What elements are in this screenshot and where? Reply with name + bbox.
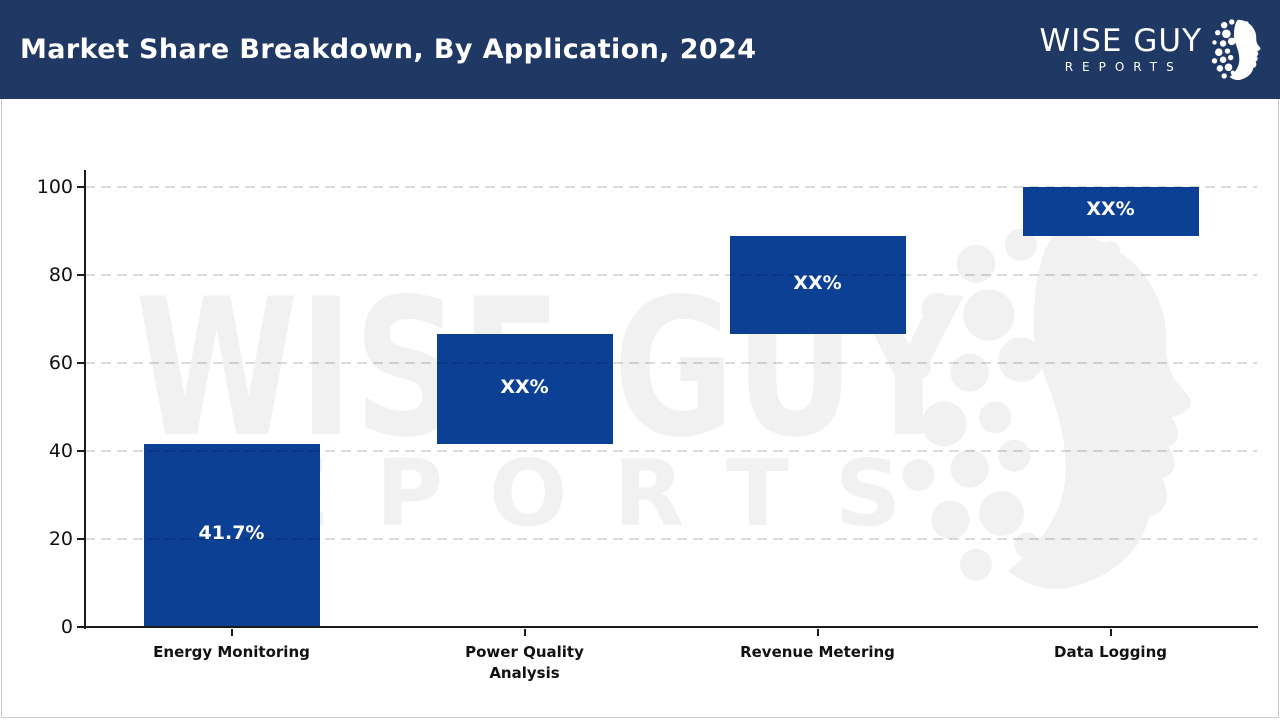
bar-revenue-metering bbox=[729, 235, 906, 334]
x-axis bbox=[84, 626, 1258, 628]
gridline-60 bbox=[85, 362, 1257, 364]
bar-energy-monitoring bbox=[143, 443, 320, 627]
bar-power-quality-analysis bbox=[436, 333, 613, 444]
x-tick bbox=[816, 629, 819, 636]
x-category-label: Revenue Metering bbox=[740, 643, 895, 661]
x-category-label: Energy Monitoring bbox=[153, 643, 310, 661]
bar-data-logging bbox=[1022, 187, 1199, 236]
logo-subtext: REPORTS bbox=[1064, 60, 1183, 74]
y-tick-label: 40 bbox=[48, 440, 73, 462]
dotted-face-profile-icon bbox=[1211, 18, 1261, 80]
bar-value-label: 41.7% bbox=[198, 522, 265, 545]
x-tick bbox=[230, 629, 233, 636]
y-axis bbox=[84, 170, 86, 629]
y-tick bbox=[77, 450, 84, 452]
y-tick-label: 0 bbox=[60, 616, 73, 638]
x-tick bbox=[1109, 629, 1112, 636]
x-category-label: Power Quality Analysis bbox=[465, 643, 584, 682]
bar-value-label: XX% bbox=[500, 375, 549, 398]
gridline-100 bbox=[85, 186, 1257, 188]
logo-text: WISE GUY REPORTS bbox=[1039, 23, 1202, 74]
y-tick-label: 80 bbox=[48, 264, 73, 286]
x-tick bbox=[523, 629, 526, 636]
y-tick bbox=[77, 186, 84, 188]
x-category-label: Data Logging bbox=[1054, 643, 1167, 661]
bar-value-label: XX% bbox=[1086, 198, 1135, 221]
bar-value-label: XX% bbox=[793, 271, 842, 294]
chart-title: Market Share Breakdown, By Application, … bbox=[20, 34, 757, 65]
logo-wordmark: WISE GUY bbox=[1039, 23, 1202, 59]
y-tick bbox=[77, 538, 84, 540]
gridline-80 bbox=[85, 274, 1257, 276]
y-tick-label: 20 bbox=[48, 528, 73, 550]
watermark-face-icon bbox=[902, 228, 1192, 590]
gridline-20 bbox=[85, 538, 1257, 540]
y-tick-label: 60 bbox=[48, 352, 73, 374]
y-tick bbox=[77, 626, 84, 628]
y-tick bbox=[77, 274, 84, 276]
gridline-40 bbox=[85, 450, 1257, 452]
header-bar: Market Share Breakdown, By Application, … bbox=[0, 0, 1280, 99]
y-tick-label: 100 bbox=[36, 176, 73, 198]
wise-guy-reports-logo: WISE GUY REPORTS bbox=[1039, 13, 1262, 87]
y-tick bbox=[77, 362, 84, 364]
